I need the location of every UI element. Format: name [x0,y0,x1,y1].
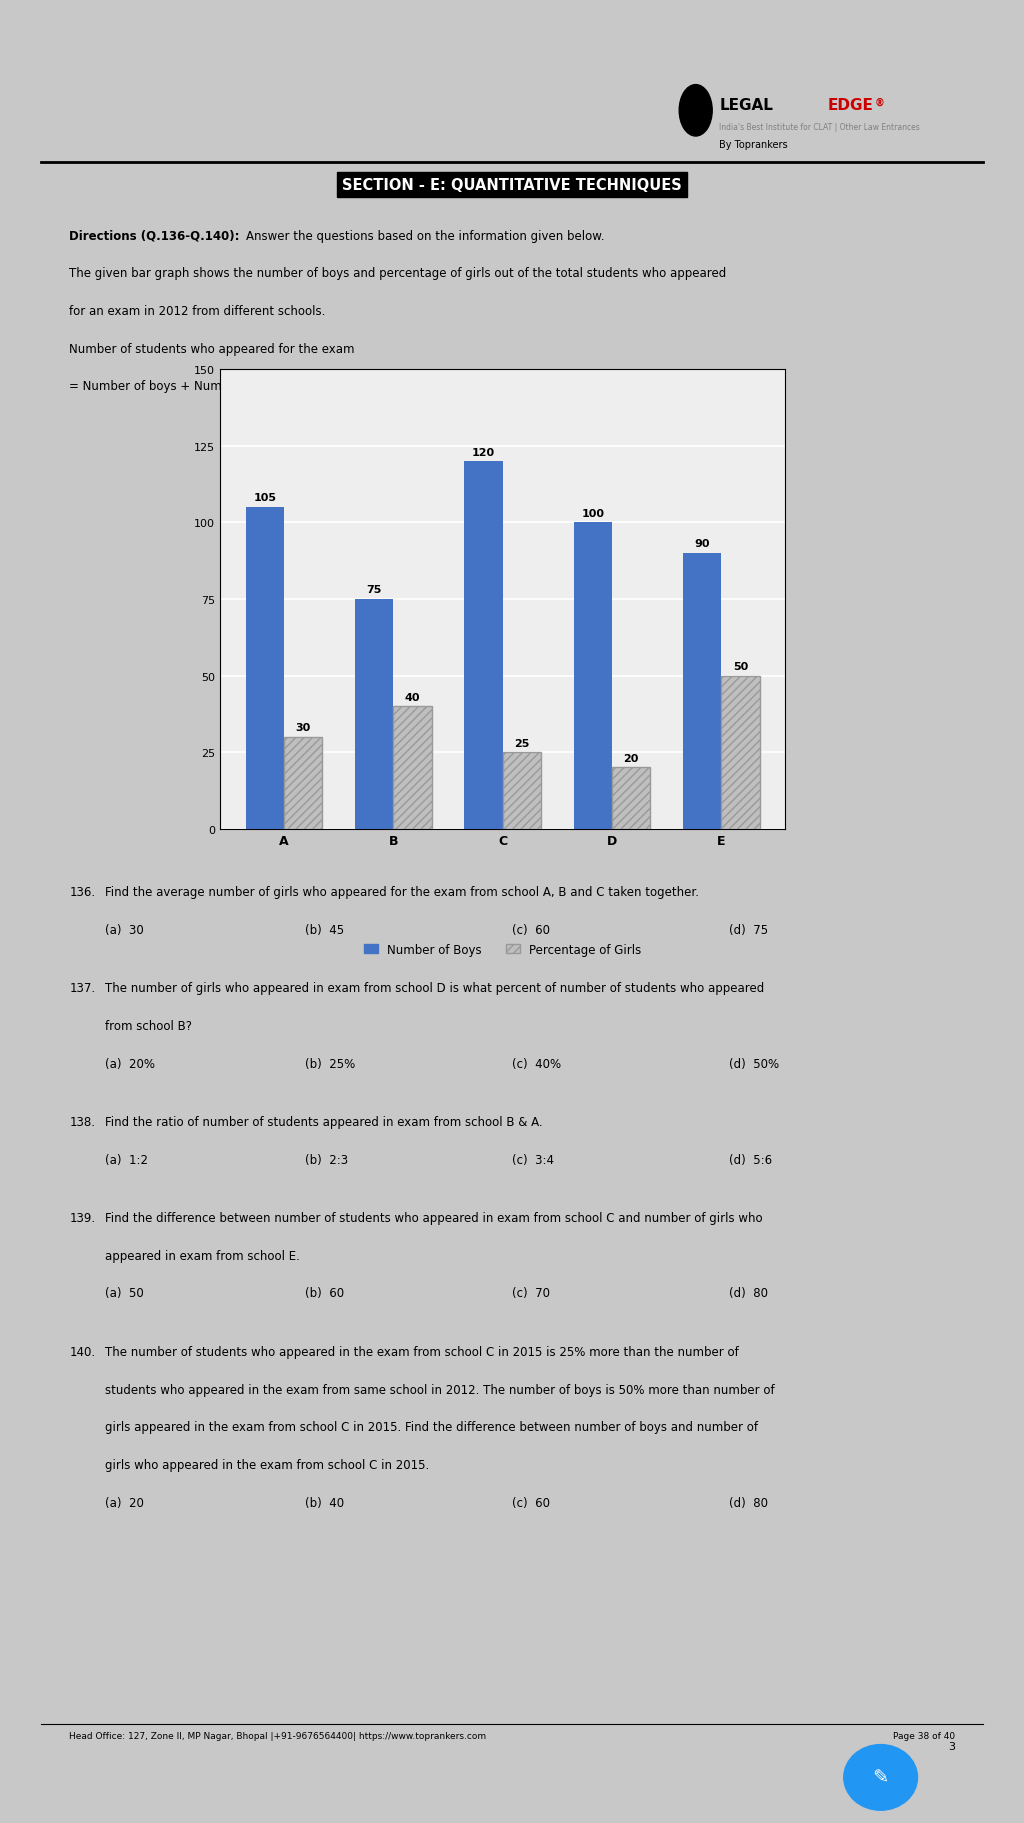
Text: ®: ® [874,97,885,108]
Text: (a)  20%: (a) 20% [105,1057,155,1070]
Text: (c)  3:4: (c) 3:4 [512,1154,554,1167]
Text: (d)  50%: (d) 50% [729,1057,779,1070]
Text: from school B?: from school B? [105,1019,193,1032]
Text: 137.: 137. [70,983,95,995]
Bar [683,554,721,829]
Text: The number of girls who appeared in exam from school D is what percent of number: The number of girls who appeared in exam… [105,983,764,995]
Text: 3: 3 [948,1741,954,1752]
Legend: Number of Boys, Percentage of Girls: Number of Boys, Percentage of Girls [359,939,646,961]
Text: Find the ratio of number of students appeared in exam from school B & A.: Find the ratio of number of students app… [105,1116,543,1128]
Bar [355,600,393,829]
Text: By Toprankers: By Toprankers [719,140,787,149]
Text: girls who appeared in the exam from school C in 2015.: girls who appeared in the exam from scho… [105,1458,429,1471]
Text: (b)  2:3: (b) 2:3 [305,1154,348,1167]
Bar [246,509,284,829]
Text: (a)  1:2: (a) 1:2 [105,1154,148,1167]
Bar [464,461,503,829]
Text: 100: 100 [582,509,604,518]
Text: 139.: 139. [70,1212,95,1225]
Text: (d)  80: (d) 80 [729,1287,768,1300]
Text: Number of students who appeared for the exam: Number of students who appeared for the … [70,343,354,355]
Text: girls appeared in the exam from school C in 2015. Find the difference between nu: girls appeared in the exam from school C… [105,1420,758,1433]
Text: ✎: ✎ [872,1768,889,1787]
Bar [721,676,760,829]
Text: Find the difference between number of students who appeared in exam from school : Find the difference between number of st… [105,1212,763,1225]
Text: India's Best Institute for CLAT | Other Law Entrances: India's Best Institute for CLAT | Other … [719,124,920,133]
Text: (c)  40%: (c) 40% [512,1057,561,1070]
Text: 20: 20 [624,753,639,764]
Text: 50: 50 [733,662,748,671]
Text: students who appeared in the exam from same school in 2012. The number of boys i: students who appeared in the exam from s… [105,1384,774,1396]
Text: 120: 120 [472,447,495,458]
Text: 75: 75 [367,585,382,594]
Text: (a)  30: (a) 30 [105,924,143,937]
Text: (b)  40: (b) 40 [305,1497,344,1509]
Text: LEGAL: LEGAL [719,97,773,113]
Circle shape [844,1745,918,1810]
Text: Directions (Q.136-Q.140):: Directions (Q.136-Q.140): [70,230,240,242]
Text: (b)  25%: (b) 25% [305,1057,355,1070]
Bar [612,767,650,829]
Text: 40: 40 [404,693,420,702]
Text: 90: 90 [694,540,710,549]
Text: (c)  60: (c) 60 [512,1497,550,1509]
Text: = Number of boys + Number of girls: = Number of boys + Number of girls [70,381,286,394]
Bar [503,753,541,829]
Text: 30: 30 [295,722,310,733]
Bar [393,707,431,829]
Text: (c)  60: (c) 60 [512,924,550,937]
Text: (a)  20: (a) 20 [105,1497,144,1509]
Text: (b)  45: (b) 45 [305,924,344,937]
Text: (a)  50: (a) 50 [105,1287,143,1300]
Text: The given bar graph shows the number of boys and percentage of girls out of the : The given bar graph shows the number of … [70,268,726,281]
Text: Find the average number of girls who appeared for the exam from school A, B and : Find the average number of girls who app… [105,886,699,899]
Bar [284,736,323,829]
Text: (d)  75: (d) 75 [729,924,768,937]
Text: (d)  5:6: (d) 5:6 [729,1154,772,1167]
Text: 105: 105 [253,494,276,503]
Text: 136.: 136. [70,886,95,899]
Text: appeared in exam from school E.: appeared in exam from school E. [105,1249,300,1262]
Text: for an exam in 2012 from different schools.: for an exam in 2012 from different schoo… [70,304,326,317]
Text: 140.: 140. [70,1345,95,1358]
Text: (b)  60: (b) 60 [305,1287,344,1300]
Text: 25: 25 [514,738,529,747]
Text: (c)  70: (c) 70 [512,1287,550,1300]
Text: Answer the questions based on the information given below.: Answer the questions based on the inform… [247,230,605,242]
Bar [573,523,612,829]
Text: The number of students who appeared in the exam from school C in 2015 is 25% mor: The number of students who appeared in t… [105,1345,738,1358]
Text: 138.: 138. [70,1116,95,1128]
Text: Head Office: 127, Zone II, MP Nagar, Bhopal |+91-9676564400| https://www.toprank: Head Office: 127, Zone II, MP Nagar, Bho… [70,1730,486,1739]
Text: EDGE: EDGE [827,97,873,113]
Ellipse shape [679,86,713,137]
Text: Page 38 of 40: Page 38 of 40 [893,1730,954,1739]
Text: SECTION - E: QUANTITATIVE TECHNIQUES: SECTION - E: QUANTITATIVE TECHNIQUES [342,179,682,193]
Text: (d)  80: (d) 80 [729,1497,768,1509]
